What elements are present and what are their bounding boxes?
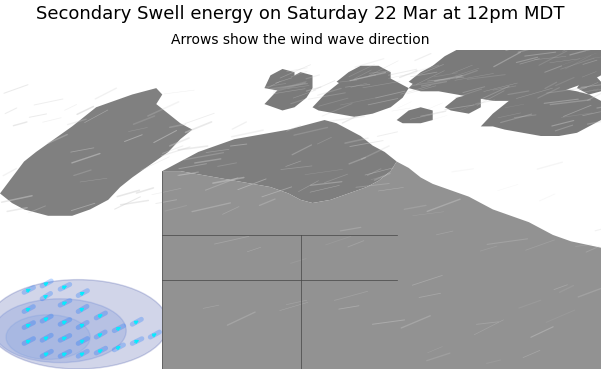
Polygon shape bbox=[409, 50, 601, 101]
Ellipse shape bbox=[0, 299, 126, 363]
Polygon shape bbox=[0, 88, 192, 216]
Polygon shape bbox=[409, 63, 475, 85]
Polygon shape bbox=[162, 120, 397, 203]
Text: Arrows show the wind wave direction: Arrows show the wind wave direction bbox=[171, 33, 430, 47]
Polygon shape bbox=[541, 63, 583, 79]
Text: Secondary Swell energy on Saturday 22 Mar at 12pm MDT: Secondary Swell energy on Saturday 22 Ma… bbox=[36, 5, 565, 23]
Polygon shape bbox=[264, 69, 294, 91]
Ellipse shape bbox=[0, 280, 168, 369]
Ellipse shape bbox=[6, 315, 90, 359]
Polygon shape bbox=[577, 75, 601, 94]
Polygon shape bbox=[481, 85, 601, 136]
Polygon shape bbox=[264, 72, 313, 110]
Polygon shape bbox=[313, 72, 409, 117]
Polygon shape bbox=[337, 66, 391, 88]
Polygon shape bbox=[397, 107, 433, 123]
Polygon shape bbox=[162, 162, 601, 369]
Polygon shape bbox=[445, 94, 481, 114]
